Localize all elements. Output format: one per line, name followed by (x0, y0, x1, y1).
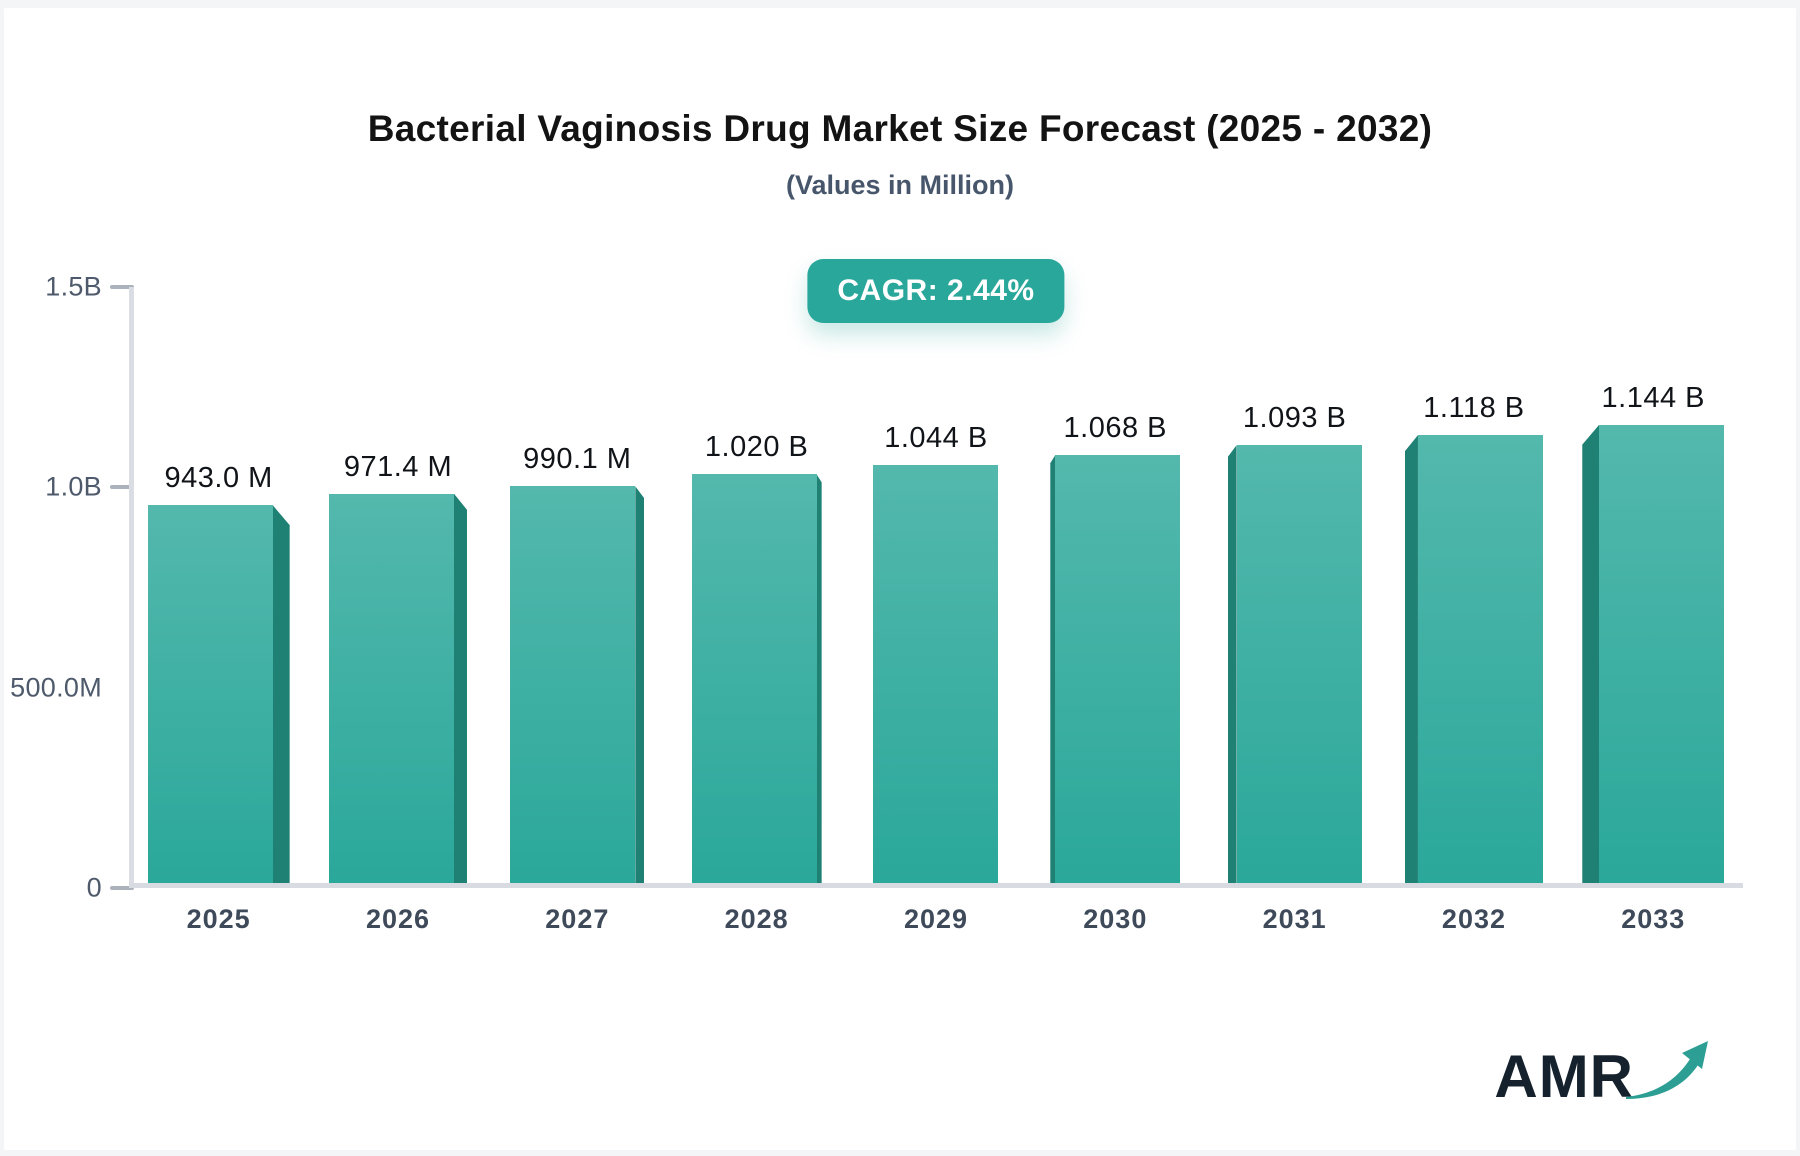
x-axis-label-2033: 2033 (1621, 904, 1686, 934)
bar-2030: 1.068 B (1050, 412, 1181, 883)
bar-face (510, 486, 636, 883)
bar-slot: 1.144 B (1564, 287, 1743, 883)
x-axis-label-2028: 2028 (724, 904, 789, 934)
bar-2026: 971.4 M (328, 451, 467, 883)
bar-side-shade (1582, 424, 1600, 883)
cagr-badge: CAGR: 2.44% (807, 259, 1065, 323)
bar-face (328, 493, 454, 883)
bar-side-shade (1404, 435, 1418, 883)
bar-side-shade (635, 486, 645, 883)
bar-value-label: 1.118 B (1423, 392, 1525, 425)
bar-2032: 1.118 B (1404, 392, 1543, 883)
x-axis-label-2029: 2029 (903, 904, 969, 934)
bar-value-label: 1.044 B (884, 421, 988, 454)
amr-logo-text: AMR (1494, 1042, 1634, 1110)
x-axis-labels: 2025 2026 2027 2028 2029 2030 2031 2032 2033 (129, 904, 1743, 935)
plot-area: 943.0 M 971.4 M 990.1 M 1.020 B 1.044 B 1.068… (129, 287, 1743, 888)
bar-2029: 1.044 B (873, 422, 999, 883)
y-tick-label: 1.0B (45, 471, 102, 502)
bar-face (1236, 445, 1362, 883)
y-tick-dash (110, 285, 134, 289)
x-axis-label-2026: 2026 (365, 904, 431, 934)
bar-slot: 1.068 B (1026, 287, 1205, 883)
x-axis-label-2030: 2030 (1083, 904, 1148, 934)
bar-2033: 1.144 B (1582, 382, 1725, 883)
bar-slot: 1.118 B (1384, 287, 1563, 883)
bar-face (1055, 455, 1181, 883)
x-axis-line (129, 883, 1743, 888)
bar-side-shade (453, 493, 467, 883)
bar-value-label: 971.4 M (343, 450, 453, 483)
bar-value-label: 1.144 B (1601, 381, 1706, 414)
bar-side-shade (816, 474, 822, 883)
bar-slot: 1.020 B (667, 287, 846, 883)
bar-side-shade (1050, 455, 1056, 883)
bar-value-label: 990.1 M (523, 443, 632, 476)
bar-value-label: 1.068 B (1063, 412, 1168, 445)
bars-container: 943.0 M 971.4 M 990.1 M 1.020 B 1.044 B 1.068… (129, 287, 1743, 883)
bar-slot: 990.1 M (488, 287, 667, 883)
x-axis-label-2032: 2032 (1441, 904, 1506, 934)
bar-slot: 1.044 B (846, 287, 1025, 883)
y-tick-label: 500.0M (10, 672, 102, 703)
bar-slot: 1.093 B (1205, 287, 1384, 883)
amr-logo: AMR (1494, 1041, 1708, 1110)
bar-2028: 1.020 B (691, 431, 822, 883)
y-tick-label: 0 (86, 872, 102, 903)
y-tick-label: 1.5B (45, 271, 102, 302)
bar-value-label: 943.0 M (164, 462, 273, 495)
bar-face (1417, 435, 1543, 883)
bar-value-label: 1.093 B (1242, 402, 1347, 435)
bar-value-label: 1.020 B (704, 431, 809, 464)
bar-slot: 943.0 M (129, 287, 308, 883)
y-axis-line (129, 287, 134, 888)
bar-2027: 990.1 M (510, 443, 645, 883)
chart-card: Bacterial Vaginosis Drug Market Size For… (4, 8, 1796, 1150)
bar-face (873, 464, 999, 883)
y-tick-dash (110, 485, 134, 490)
bar-side-shade (272, 505, 290, 883)
bar-side-shade (1227, 445, 1237, 883)
bar-2031: 1.093 B (1227, 402, 1362, 883)
growth-arrow-icon (1624, 1031, 1708, 1108)
y-tick-dash (110, 886, 134, 890)
x-axis-label-2025: 2025 (186, 904, 251, 934)
x-axis-label-2027: 2027 (545, 904, 610, 934)
bar-2025: 943.0 M (147, 462, 290, 883)
bar-slot: 971.4 M (308, 287, 487, 883)
bar-face (1599, 424, 1725, 883)
chart-title: Bacterial Vaginosis Drug Market Size For… (367, 108, 1433, 149)
chart-subtitle: (Values in Million) (785, 170, 1015, 200)
bar-face (691, 474, 817, 883)
x-axis-label-2031: 2031 (1262, 904, 1327, 934)
bar-face (147, 505, 273, 883)
